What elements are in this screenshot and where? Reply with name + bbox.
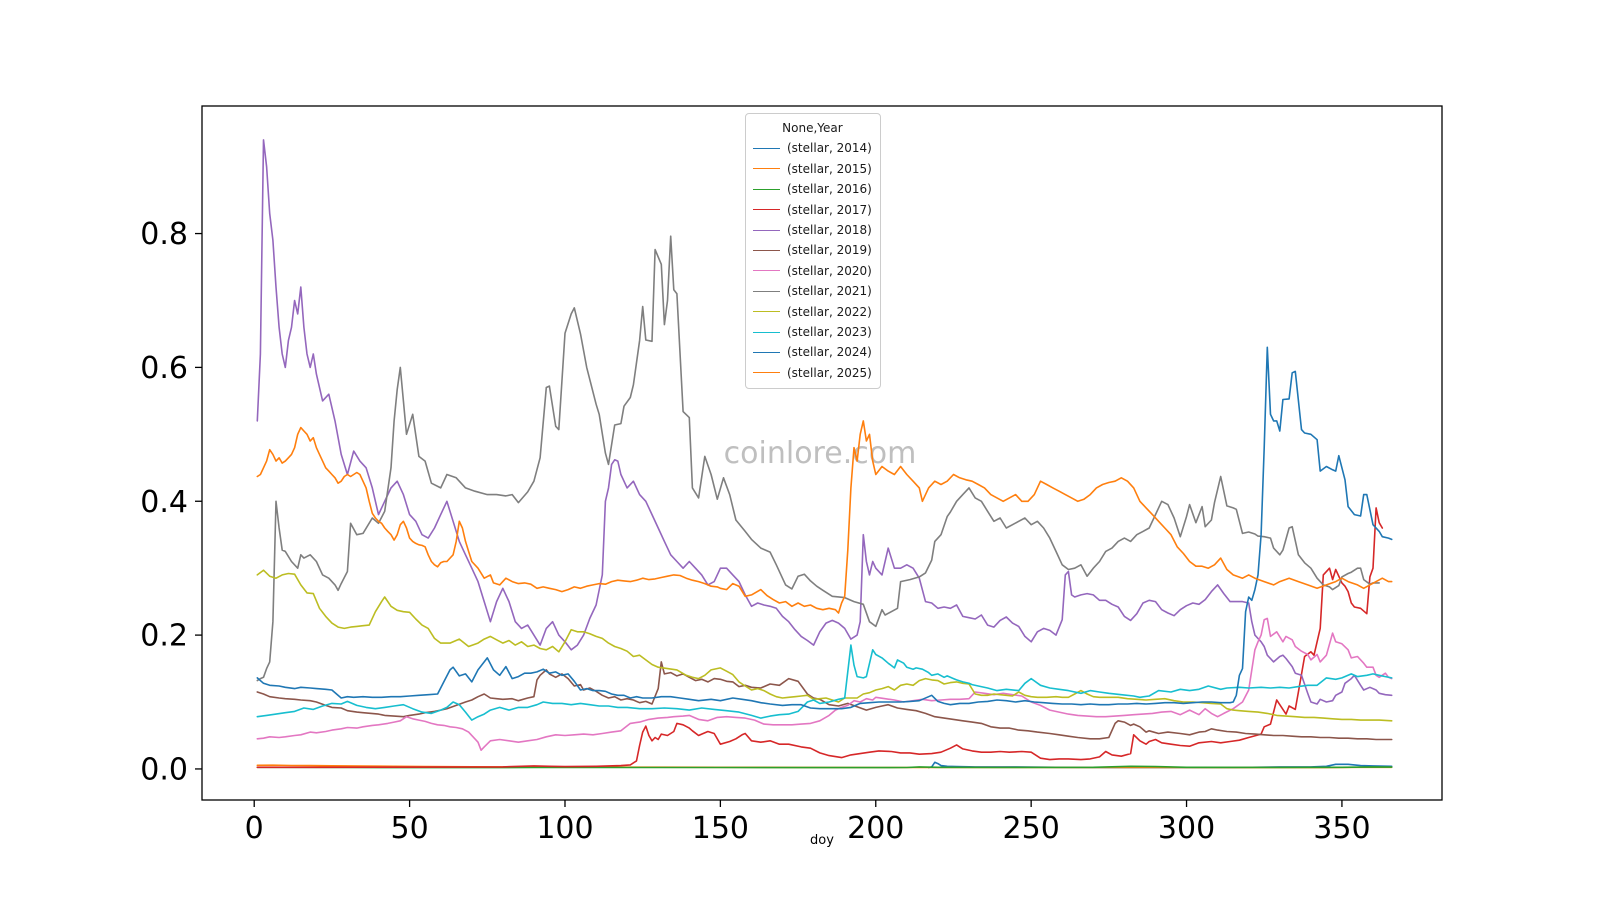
series-line-2019 xyxy=(256,661,1393,741)
series-line-2024 xyxy=(256,346,1393,710)
x-tick-label: 50 xyxy=(391,811,429,846)
legend-line-swatch xyxy=(753,311,780,313)
legend-item: (stellar, 2024) xyxy=(753,342,872,362)
x-tick-label: 100 xyxy=(536,811,593,846)
series-line-2022 xyxy=(256,569,1393,722)
series-line-2020 xyxy=(256,617,1393,752)
legend-item: (stellar, 2017) xyxy=(753,200,872,220)
series-line-2025 xyxy=(256,420,1393,614)
series-line-2023 xyxy=(256,644,1393,721)
y-tick-label: 0.4 xyxy=(140,485,188,520)
series-line-2016 xyxy=(256,765,1393,769)
legend-item-label: (stellar, 2023) xyxy=(787,324,872,339)
legend-line-swatch xyxy=(753,290,780,292)
legend-line-swatch xyxy=(753,168,780,170)
legend-item: (stellar, 2021) xyxy=(753,281,872,301)
legend-item: (stellar, 2014) xyxy=(753,138,872,158)
legend-line-swatch xyxy=(753,250,780,252)
legend-item-label: (stellar, 2017) xyxy=(787,202,872,217)
y-tick-label: 0.0 xyxy=(140,752,188,787)
legend-item: (stellar, 2025) xyxy=(753,363,872,383)
series-line-2018 xyxy=(256,139,1393,705)
y-tick-label: 0.2 xyxy=(140,619,188,654)
chart-legend: None,Year (stellar, 2014) (stellar, 2015)… xyxy=(745,113,881,390)
legend-item: (stellar, 2022) xyxy=(753,302,872,322)
watermark-text: coinlore.com xyxy=(724,436,917,471)
legend-line-swatch xyxy=(753,148,780,150)
legend-line-swatch xyxy=(753,372,780,374)
x-tick-label: 350 xyxy=(1313,811,1370,846)
x-tick-label: 300 xyxy=(1158,811,1215,846)
x-tick-label: 250 xyxy=(1003,811,1060,846)
legend-line-swatch xyxy=(753,331,780,333)
legend-item-label: (stellar, 2014) xyxy=(787,141,872,156)
legend-item: (stellar, 2020) xyxy=(753,261,872,281)
x-tick-label: 200 xyxy=(847,811,904,846)
legend-item: (stellar, 2018) xyxy=(753,220,872,240)
legend-line-swatch xyxy=(753,229,780,231)
legend-line-swatch xyxy=(753,270,780,272)
x-tick-label: 150 xyxy=(692,811,749,846)
legend-item: (stellar, 2023) xyxy=(753,322,872,342)
legend-item: (stellar, 2015) xyxy=(753,159,872,179)
legend-item-label: (stellar, 2024) xyxy=(787,345,872,360)
legend-item-label: (stellar, 2016) xyxy=(787,182,872,197)
legend-item-label: (stellar, 2020) xyxy=(787,263,872,278)
y-tick-label: 0.8 xyxy=(140,217,188,252)
x-axis-title: doy xyxy=(810,833,834,848)
series-line-2021 xyxy=(256,235,1380,682)
legend-line-swatch xyxy=(753,188,780,190)
legend-line-swatch xyxy=(753,352,780,353)
legend-title: None,Year xyxy=(782,121,843,135)
legend-item-label: (stellar, 2019) xyxy=(787,243,872,258)
legend-item-label: (stellar, 2015) xyxy=(787,161,872,176)
legend-item-label: (stellar, 2021) xyxy=(787,284,872,299)
legend-line-swatch xyxy=(753,209,780,211)
legend-item: (stellar, 2019) xyxy=(753,240,872,260)
legend-item-label: (stellar, 2022) xyxy=(787,304,872,319)
y-tick-label: 0.6 xyxy=(140,351,188,386)
x-tick-label: 0 xyxy=(245,811,264,846)
legend-item-label: (stellar, 2018) xyxy=(787,222,872,237)
legend-item: (stellar, 2016) xyxy=(753,179,872,199)
legend-item-label: (stellar, 2025) xyxy=(787,365,872,380)
